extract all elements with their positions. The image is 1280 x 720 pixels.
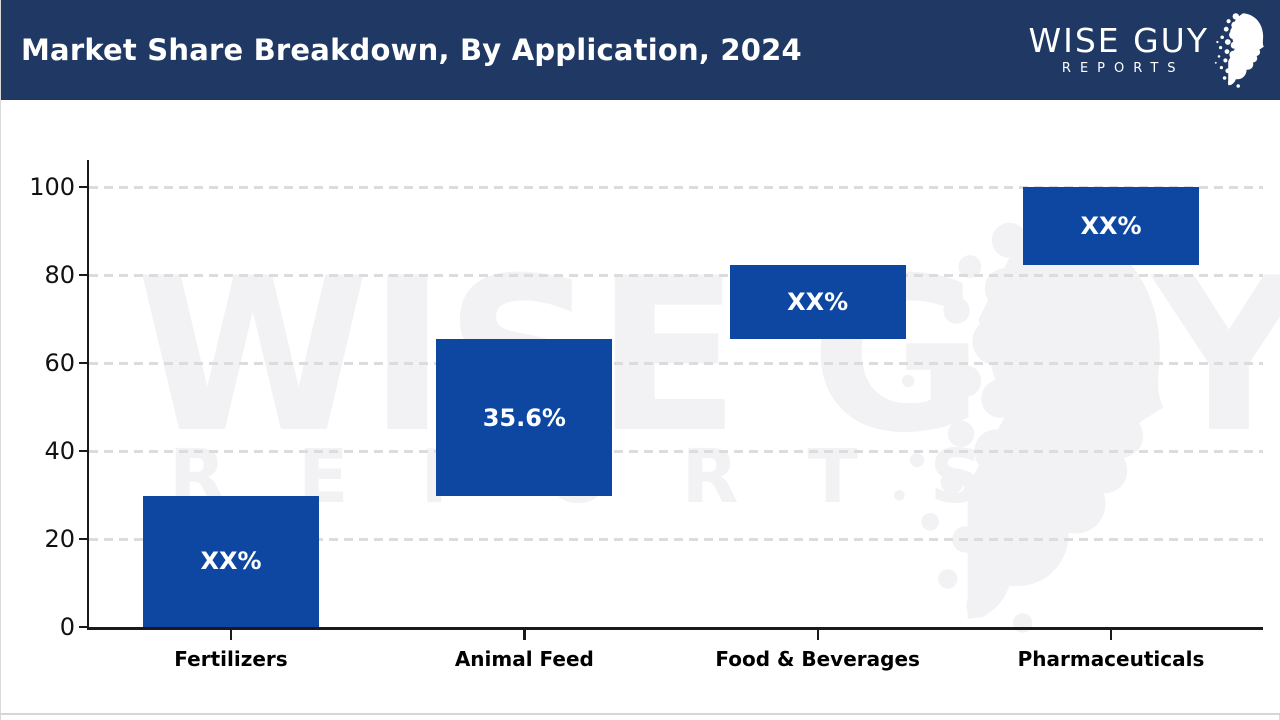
y-tick-100 [79,186,89,189]
y-tick-label-60: 60 [44,349,75,377]
logo-face-icon [1211,10,1267,90]
bottom-divider [1,713,1280,715]
y-tick-80 [79,274,89,277]
bar-fertilizers [143,495,319,627]
watermark-face-icon [871,205,1183,645]
y-tick-label-0: 0 [59,613,75,641]
x-category-label-2: Animal Feed [454,647,594,671]
bar-animal-feed [436,339,613,496]
x-axis-line [86,627,1263,630]
x-category-label-1: Fertilizers [174,647,288,671]
x-category-label-4: Pharmaceuticals [1017,647,1205,671]
y-tick-label-20: 20 [44,525,75,553]
gridline-100 [89,185,1263,189]
bar-label-4: XX% [1080,211,1142,240]
y-tick-60 [79,362,89,365]
header-bar: Market Share Breakdown, By Application, … [1,0,1280,100]
x-tick-3 [816,629,820,640]
y-tick-20 [79,538,89,541]
logo-subtitle: REPORTS [1061,60,1185,76]
x-tick-1 [230,629,233,640]
y-tick-label-80: 80 [44,261,75,289]
logo-text-block: WISE GUY REPORTS [1028,24,1209,76]
y-tick-40 [79,450,89,453]
gridline-80 [89,273,1263,277]
bar-label-3: XX% [787,288,849,317]
x-tick-2 [523,629,526,640]
y-tick-label-40: 40 [44,437,75,465]
watermark-wordmark: WISE GUY [136,232,1280,479]
gridline-20 [89,537,1263,541]
bar-label-1: XX% [200,547,262,576]
logo-wordmark: WISE GUY [1028,21,1209,61]
bar-label-2: 35.6% [482,403,566,432]
page-title: Market Share Breakdown, By Application, … [21,33,802,67]
y-tick-0 [79,626,89,629]
x-tick-4 [1109,629,1113,640]
gridline-60 [89,361,1263,365]
x-category-label-3: Food & Beverages [715,647,920,671]
y-tick-label-100: 100 [29,173,75,201]
wiseguy-logo: WISE GUY REPORTS [1028,10,1267,90]
y-axis-line [86,160,89,630]
gridline-40 [89,449,1263,453]
chart-area: WISE GUY REPORTS 020406080100XX%Fertiliz… [1,100,1280,714]
bar-food-beverages [729,264,906,340]
